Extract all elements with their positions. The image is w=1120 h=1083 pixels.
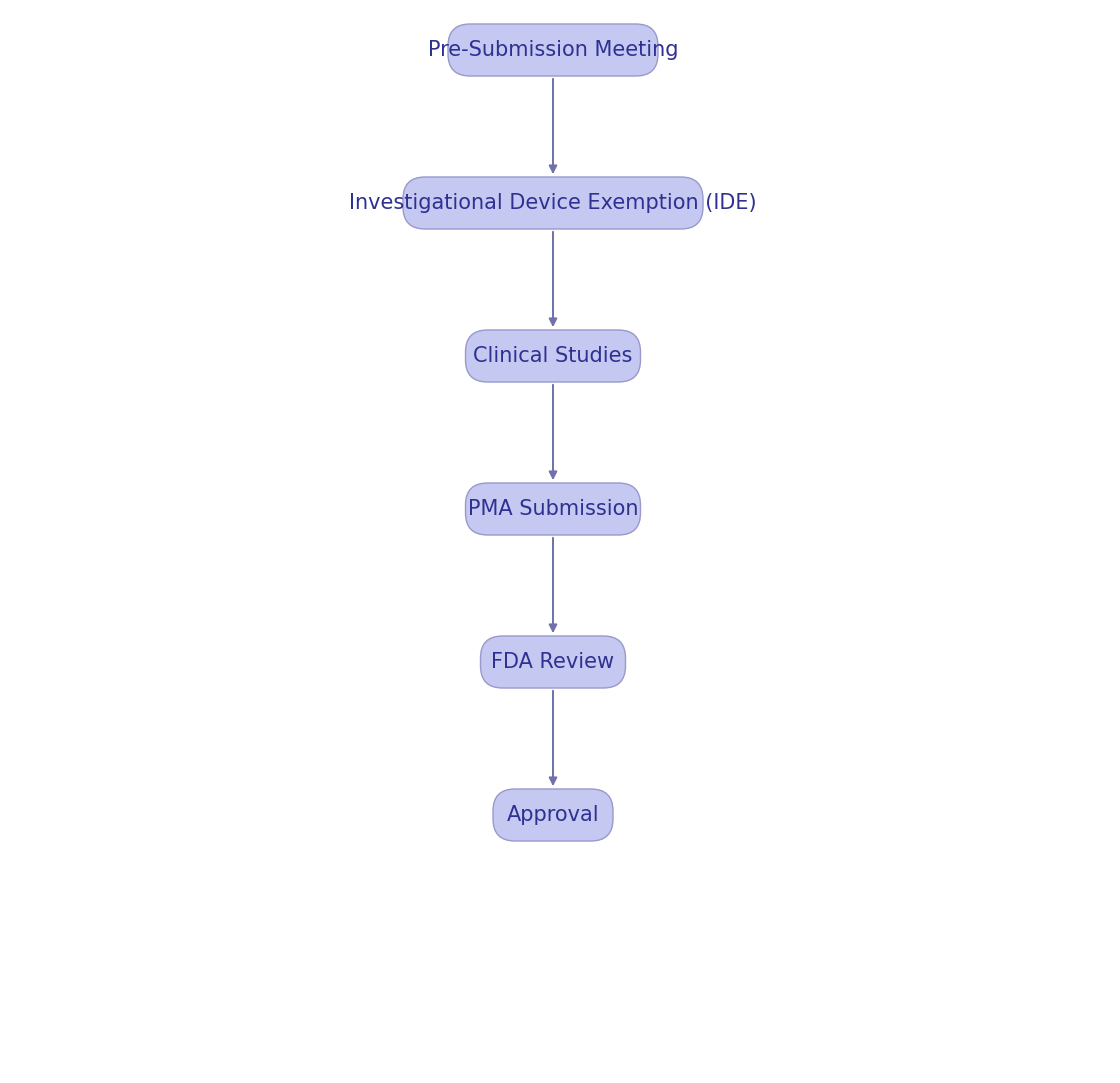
FancyBboxPatch shape: [493, 790, 613, 841]
FancyBboxPatch shape: [480, 636, 625, 688]
Text: Clinical Studies: Clinical Studies: [474, 345, 633, 366]
FancyBboxPatch shape: [466, 483, 641, 535]
Text: FDA Review: FDA Review: [492, 652, 615, 671]
Text: PMA Submission: PMA Submission: [468, 499, 638, 519]
Text: Investigational Device Exemption (IDE): Investigational Device Exemption (IDE): [349, 193, 757, 213]
FancyBboxPatch shape: [466, 330, 641, 382]
FancyBboxPatch shape: [448, 24, 659, 76]
Text: Approval: Approval: [506, 805, 599, 825]
FancyBboxPatch shape: [403, 177, 703, 229]
Text: Pre-Submission Meeting: Pre-Submission Meeting: [428, 40, 679, 60]
